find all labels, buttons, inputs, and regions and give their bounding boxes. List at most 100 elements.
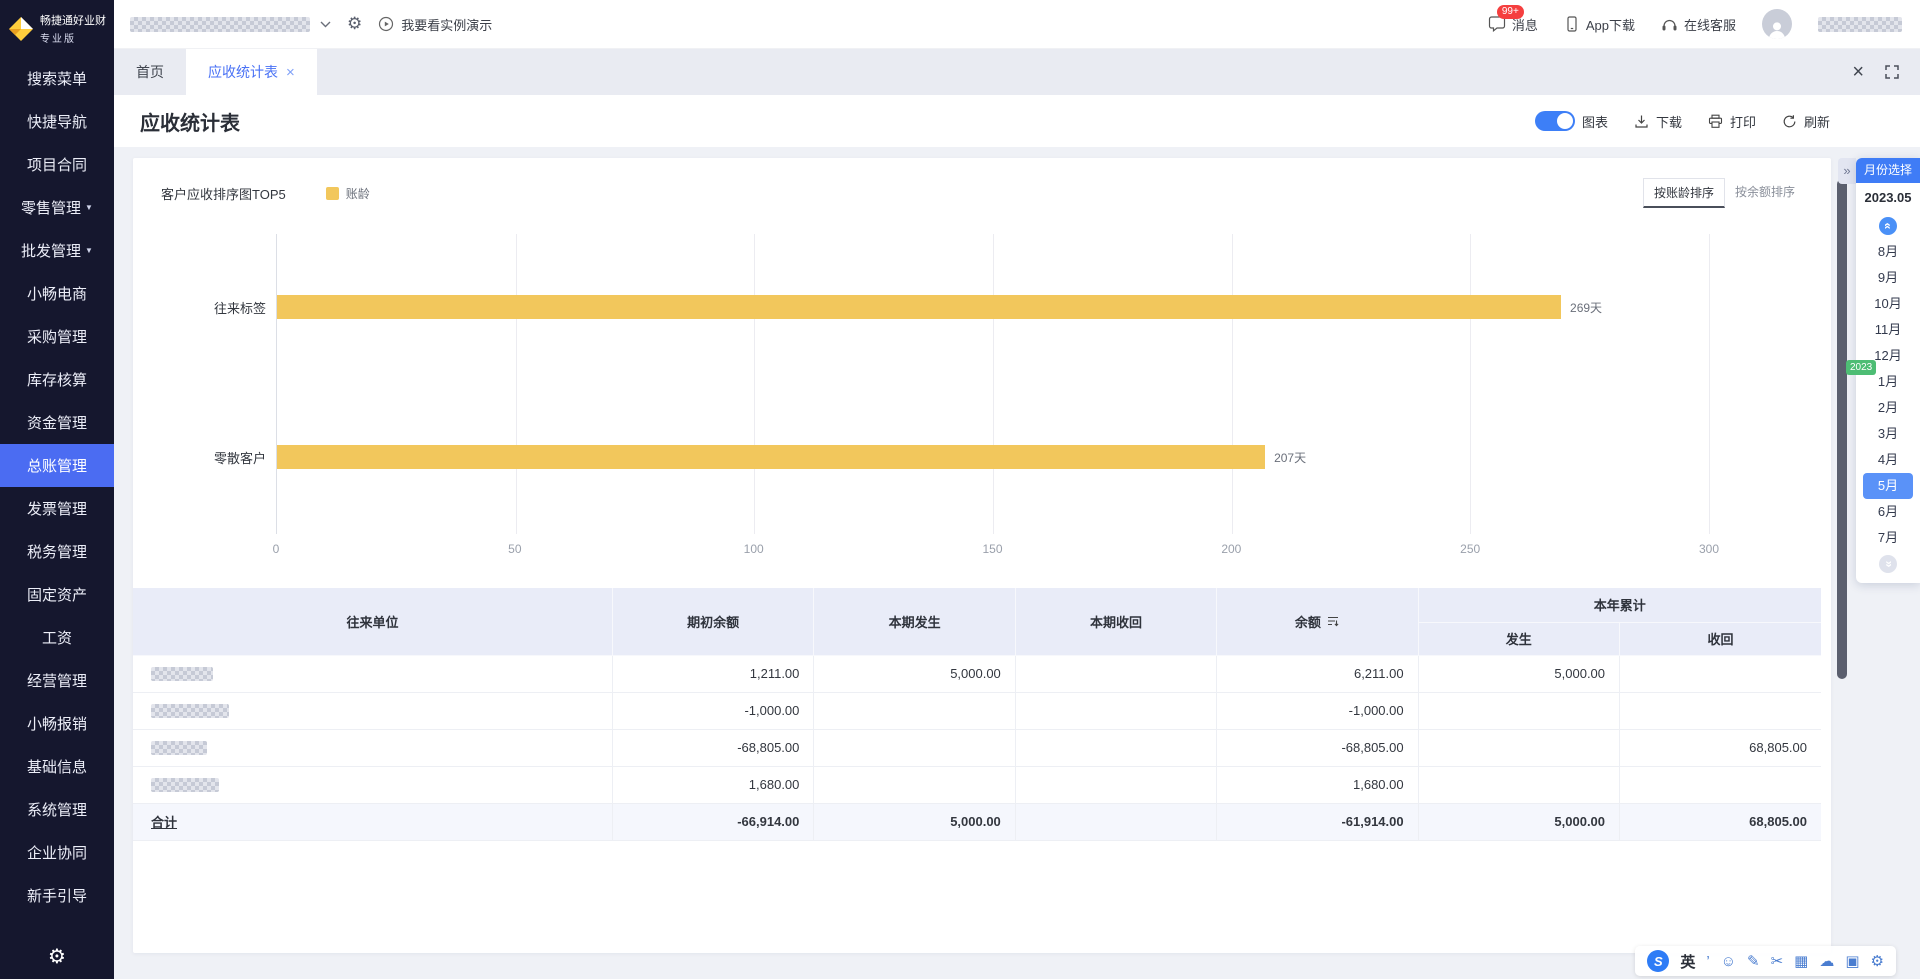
col-header-balance: 余额: [1216, 588, 1419, 656]
tab-label: 首页: [136, 64, 164, 80]
page-header: 应收统计表 图表 下载: [114, 95, 1920, 147]
month-item[interactable]: 10月: [1874, 296, 1902, 311]
month-item[interactable]: 8月: [1877, 244, 1899, 259]
sidebar-item[interactable]: 企业协同: [0, 831, 114, 874]
legend-swatch: [325, 186, 339, 200]
scrollbar-thumb[interactable]: [1837, 179, 1847, 679]
download-icon: [1635, 115, 1648, 128]
cell-ytd_received: 68,805.00: [1619, 729, 1821, 767]
table-row[interactable]: 1,680.00 1,680.00: [133, 766, 1821, 804]
sidebar-item[interactable]: 项目合同: [0, 143, 114, 186]
cell-occurred: [813, 729, 1016, 767]
app-download-button[interactable]: App下载: [1564, 15, 1635, 34]
collapse-panel-button[interactable]: »: [1838, 158, 1856, 184]
total-label[interactable]: 合计: [151, 815, 178, 830]
sidebar-item[interactable]: 快捷导航: [0, 100, 114, 143]
sidebar-item[interactable]: 系统管理: [0, 788, 114, 831]
ime-logo-icon[interactable]: S: [1647, 950, 1670, 972]
sidebar-item-label: 库存核算: [26, 372, 87, 389]
scroll-down-icon[interactable]: «: [1856, 551, 1920, 577]
bar[interactable]: [277, 295, 1562, 319]
sidebar-item[interactable]: 工资: [0, 616, 114, 659]
month-item[interactable]: 11月: [1874, 322, 1902, 337]
sidebar-item[interactable]: 批发管理 ▼: [0, 229, 114, 272]
emoji-icon[interactable]: ☺: [1720, 952, 1737, 970]
online-service-button[interactable]: 在线客服: [1661, 15, 1736, 34]
month-item[interactable]: 3月: [1877, 426, 1899, 441]
sidebar-item-label: 搜索菜单: [26, 71, 87, 88]
month-item[interactable]: 6月: [1877, 504, 1899, 519]
toggle-switch[interactable]: [1534, 111, 1575, 131]
table-row[interactable]: -1,000.00 -1,000.00: [133, 692, 1821, 730]
close-icon[interactable]: ×: [1852, 61, 1864, 83]
download-button[interactable]: 下载: [1634, 112, 1682, 131]
sidebar-item[interactable]: 资金管理: [0, 401, 114, 444]
month-item[interactable]: 9月: [1877, 270, 1899, 285]
avatar[interactable]: [1762, 9, 1792, 39]
sidebar-item[interactable]: 新手引导: [0, 874, 114, 917]
tab[interactable]: 首页: [114, 49, 186, 95]
vertical-scrollbar[interactable]: [1835, 147, 1850, 979]
sidebar-item[interactable]: 小畅电商: [0, 272, 114, 315]
sidebar-item[interactable]: 采购管理: [0, 315, 114, 358]
table-body: 1,211.00 5,000.00 6,211.00 5,000.00 -1,000.0…: [133, 655, 1821, 841]
sidebar-item[interactable]: 基础信息: [0, 745, 114, 788]
ime-toolbar[interactable]: S 英 ’ ☺ ✎ ✂ ▦ ☁ ▣ ⚙: [1635, 946, 1896, 976]
month-item[interactable]: 1月: [1877, 374, 1899, 389]
handwriting-icon[interactable]: ✎: [1747, 953, 1760, 970]
cell-ytd_occurred: 5,000.00: [1418, 803, 1621, 841]
sidebar-item[interactable]: 固定资产: [0, 573, 114, 616]
month-item[interactable]: 2月: [1877, 400, 1899, 415]
sidebar-item[interactable]: 发票管理: [0, 487, 114, 530]
app-download-label: App下载: [1585, 17, 1635, 33]
table-row[interactable]: 1,211.00 5,000.00 6,211.00 5,000.00: [133, 655, 1821, 693]
fullscreen-icon[interactable]: [1884, 64, 1900, 80]
month-item[interactable]: 5月: [1863, 473, 1913, 499]
month-item[interactable]: 12月: [1874, 348, 1902, 363]
print-button[interactable]: 打印: [1708, 112, 1756, 131]
ime-language-indicator[interactable]: 英: [1680, 953, 1696, 971]
screenshot-icon[interactable]: ✂: [1770, 953, 1784, 970]
col-header-opening: 期初余额: [612, 588, 815, 656]
sidebar-item[interactable]: 零售管理 ▼: [0, 186, 114, 229]
tab-close-icon[interactable]: ×: [286, 63, 295, 81]
table-row[interactable]: -68,805.00 -68,805.00 68,805.00: [133, 729, 1821, 767]
tab[interactable]: 应收统计表 ×: [186, 49, 317, 95]
bar[interactable]: [277, 445, 1266, 469]
month-item[interactable]: 4月: [1877, 452, 1899, 467]
scroll-up-icon[interactable]: «: [1856, 213, 1920, 239]
cell-occurred: [813, 766, 1016, 804]
page-title: 应收统计表: [140, 112, 240, 135]
sidebar-item[interactable]: 经营管理: [0, 659, 114, 702]
cell-opening: -66,914.00: [612, 803, 815, 841]
messages-button[interactable]: 99+ 消息: [1488, 5, 1538, 34]
chart-toggle[interactable]: 图表: [1534, 111, 1608, 131]
redacted-partner-name: [151, 741, 207, 756]
cell-ytd_occurred: [1418, 692, 1621, 730]
chart-x-axis: 0 50 100 150 200 250 300: [273, 542, 1719, 572]
cell-balance: -61,914.00: [1216, 803, 1419, 841]
refresh-button[interactable]: 刷新: [1782, 112, 1830, 131]
sidebar-item-label: 系统管理: [26, 802, 87, 819]
settings-gear-icon[interactable]: ⚙: [347, 14, 363, 33]
sidebar-item[interactable]: 搜索菜单: [0, 57, 114, 100]
cloud-icon[interactable]: ☁: [1819, 953, 1835, 970]
ime-settings-icon[interactable]: ⚙: [1870, 953, 1884, 970]
keyboard-icon[interactable]: ▦: [1794, 953, 1809, 970]
sidebar-item[interactable]: 税务管理: [0, 530, 114, 573]
month-item[interactable]: 7月: [1877, 530, 1899, 545]
chart-toggle-label: 图表: [1581, 114, 1608, 130]
sort-tab[interactable]: 按余额排序: [1734, 185, 1795, 199]
sort-icon[interactable]: [1327, 615, 1340, 627]
sort-tab[interactable]: 按账龄排序: [1642, 178, 1725, 208]
toolbox-icon[interactable]: ▣: [1845, 953, 1860, 970]
topbar: ⚙ 我要看实例演示 99+ 消息: [114, 0, 1920, 49]
sidebar-item[interactable]: 总账管理: [0, 444, 114, 487]
sidebar-item[interactable]: 小畅报销: [0, 702, 114, 745]
sidebar-item[interactable]: 库存核算: [0, 358, 114, 401]
sidebar-settings-icon[interactable]: ⚙: [48, 945, 66, 968]
gridline: [993, 234, 994, 534]
demo-link[interactable]: 我要看实例演示: [378, 15, 492, 34]
apostrophe-icon[interactable]: ’: [1706, 952, 1710, 970]
org-selector[interactable]: [130, 16, 331, 32]
